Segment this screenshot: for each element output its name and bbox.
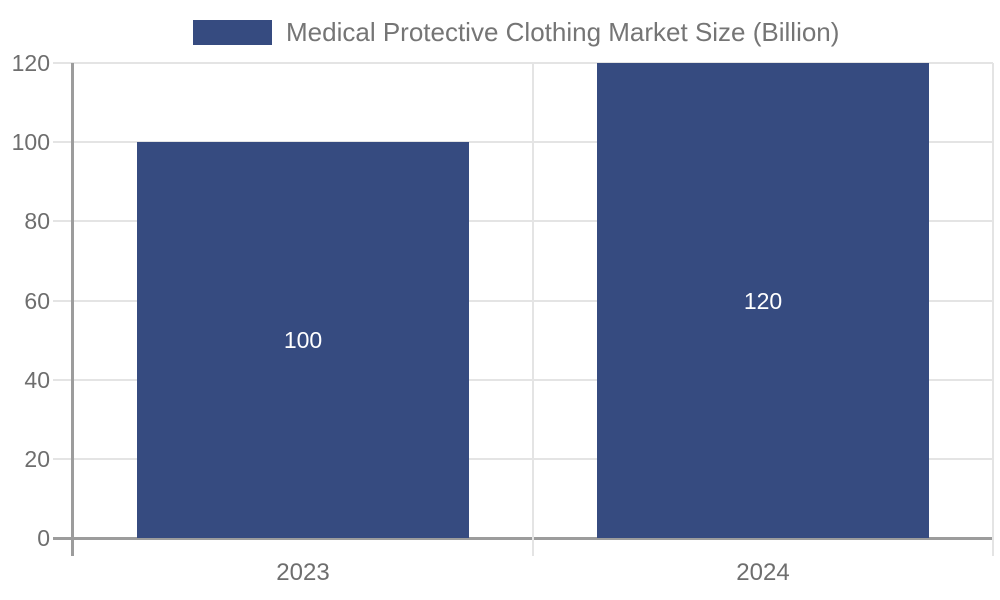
- y-gridline: [53, 62, 993, 64]
- y-gridline: [53, 457, 993, 460]
- bar-value-label: 120: [743, 287, 783, 314]
- bar-2024[interactable]: 120: [597, 63, 929, 538]
- y-axis-line: [71, 63, 74, 556]
- legend-label: Medical Protective Clothing Market Size …: [286, 17, 840, 47]
- legend-item[interactable]: Medical Protective Clothing Market Size …: [193, 17, 839, 47]
- legend-swatch: [193, 19, 272, 45]
- y-gridline: [53, 220, 993, 223]
- x-gridline: [992, 63, 994, 556]
- y-tick-label: 40: [24, 366, 50, 393]
- y-tick-label: 100: [11, 129, 50, 156]
- y-gridline: [53, 141, 993, 144]
- y-tick-label: 60: [24, 287, 50, 314]
- y-tick-label: 20: [24, 445, 50, 472]
- bar-2023[interactable]: 100: [137, 142, 469, 538]
- x-axis-line: [53, 537, 993, 540]
- y-tick-label: 80: [24, 208, 50, 235]
- bar-value-label: 100: [283, 327, 323, 354]
- y-tick-label: 120: [11, 50, 50, 76]
- y-gridline: [53, 299, 993, 302]
- y-gridline: [53, 378, 993, 381]
- x-gridline: [532, 63, 534, 556]
- y-tick-label: 0: [37, 525, 50, 551]
- x-tick-label: 2023: [276, 559, 330, 586]
- x-tick-label: 2024: [736, 559, 790, 586]
